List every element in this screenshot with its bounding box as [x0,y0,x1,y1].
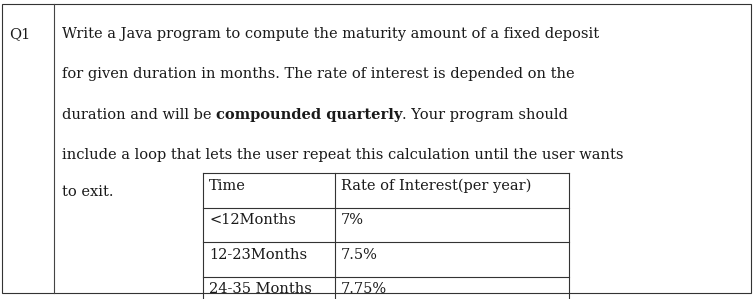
Text: 12-23Months: 12-23Months [209,248,307,262]
Text: <12Months: <12Months [209,213,296,227]
Text: compounded quarterly: compounded quarterly [216,108,402,122]
Text: duration and will be: duration and will be [62,108,216,122]
Text: Rate of Interest(per year): Rate of Interest(per year) [341,179,532,193]
Text: 7.5%: 7.5% [341,248,378,262]
Text: to exit.: to exit. [62,185,113,199]
Text: 7.75%: 7.75% [341,282,387,296]
Text: for given duration in months. The rate of interest is depended on the: for given duration in months. The rate o… [62,67,575,81]
Text: 7%: 7% [341,213,364,227]
Text: Write a Java program to compute the maturity amount of a fixed deposit: Write a Java program to compute the matu… [62,27,599,41]
Text: . Your program should: . Your program should [402,108,568,122]
Text: include a loop that lets the user repeat this calculation until the user wants: include a loop that lets the user repeat… [62,148,623,162]
Text: 24-35 Months: 24-35 Months [209,282,312,296]
Text: Q1: Q1 [9,27,30,41]
Text: Time: Time [209,179,246,193]
